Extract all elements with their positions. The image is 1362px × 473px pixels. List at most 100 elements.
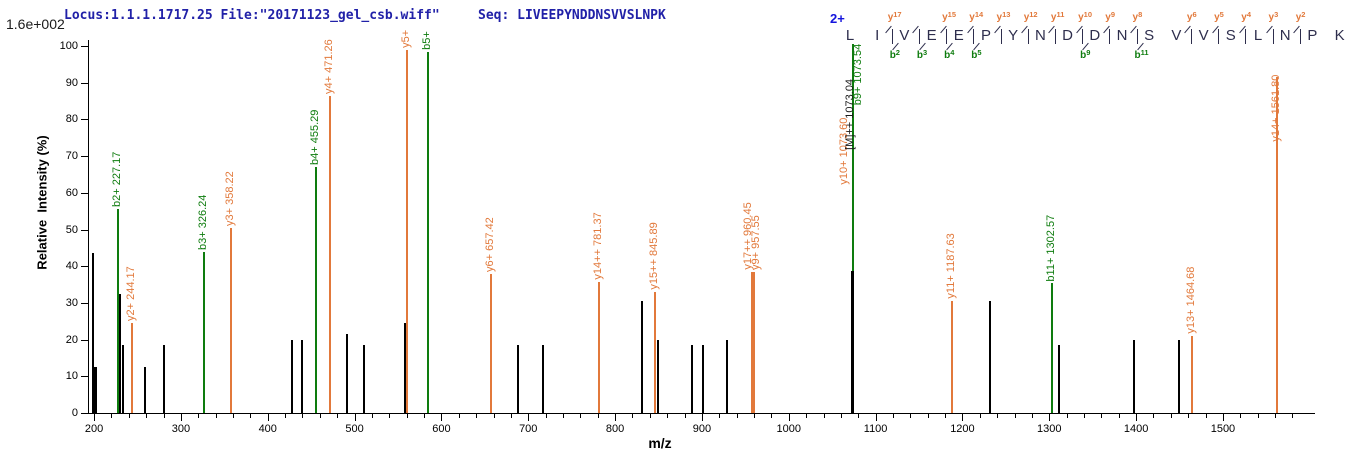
x-axis-tick xyxy=(736,414,738,418)
cleavage-mark xyxy=(1109,29,1111,44)
x-axis-tick xyxy=(771,414,773,418)
cleavage-mark xyxy=(1027,29,1029,44)
sequence-residue: P xyxy=(980,27,991,44)
b-ion-number: 2 xyxy=(895,48,900,57)
y-ion-number: 6 xyxy=(1192,10,1197,19)
y-ion-number: 2 xyxy=(1301,10,1306,19)
x-axis-tick xyxy=(1049,414,1051,421)
cleavage-mark xyxy=(1245,29,1247,44)
spectrum-peak xyxy=(1177,339,1180,413)
x-axis-tick xyxy=(371,414,373,418)
y-ion-number: 9 xyxy=(1110,10,1116,19)
y-axis-tick xyxy=(81,192,88,194)
sequence-residue: K xyxy=(1334,27,1345,44)
x-axis-tick xyxy=(1136,414,1138,421)
b-ion-label: b2 xyxy=(890,48,900,61)
x-axis-tick xyxy=(754,414,756,418)
peak-label: y2+ 244.17 xyxy=(125,266,138,322)
y-ion-number: 12 xyxy=(1029,10,1038,19)
x-axis-tick-label: 800 xyxy=(605,423,625,435)
spectrum-peak xyxy=(542,345,545,413)
spectrum-peak xyxy=(121,345,124,413)
peak-label: y6+ 657.42 xyxy=(484,216,497,272)
x-axis-tick xyxy=(180,414,182,421)
y-ion-number: 15 xyxy=(947,10,956,19)
x-axis-tick-label: 900 xyxy=(692,423,712,435)
y-ion-label: y17 xyxy=(888,10,902,23)
sequence-residue: V xyxy=(899,27,910,44)
x-axis-tick-label: 1100 xyxy=(863,423,888,435)
spectrum-peak xyxy=(1132,339,1135,413)
y-axis-tick-label: 10 xyxy=(65,370,78,383)
cleavage-mark xyxy=(891,29,893,44)
x-axis-tick xyxy=(1101,414,1103,418)
peak-label: b3+ 326.24 xyxy=(196,194,209,250)
x-axis-tick xyxy=(719,414,721,418)
y-axis-tick-label: 30 xyxy=(65,296,78,309)
x-axis-tick-label: 300 xyxy=(171,423,191,435)
x-axis-tick xyxy=(354,414,356,421)
x-axis-tick xyxy=(875,414,877,421)
x-axis-tick xyxy=(1257,414,1259,418)
fragment-ion-peak xyxy=(202,251,205,413)
peak-label: b4+ 455.29 xyxy=(308,109,321,166)
x-axis-tick xyxy=(406,414,408,418)
x-axis-tick xyxy=(146,414,148,418)
cleavage-mark xyxy=(918,29,920,44)
y-ion-letter: y xyxy=(1078,12,1084,23)
y-axis-tick xyxy=(81,266,88,268)
sequence-residue: E xyxy=(953,27,964,44)
spectrum-peak xyxy=(291,339,294,413)
x-axis-tick-label: 600 xyxy=(432,423,451,435)
x-axis-tick xyxy=(337,414,339,418)
y-ion-label: y6 xyxy=(1187,10,1197,23)
x-axis-tick xyxy=(319,414,321,418)
y-axis-tick-label: 60 xyxy=(65,186,78,199)
x-axis-tick xyxy=(962,414,964,421)
x-axis-tick xyxy=(684,414,686,418)
fragment-ion-peak xyxy=(426,51,429,413)
peak-label: b2+ 227.17 xyxy=(110,151,123,208)
sequence-residue: Y xyxy=(1008,27,1019,44)
b-ion-letter: b xyxy=(1080,50,1087,61)
x-axis-line xyxy=(88,413,1315,414)
spectrum-peak xyxy=(301,339,304,413)
y-axis-tick xyxy=(81,119,88,121)
fragment-ion-peak xyxy=(405,49,408,413)
y-ion-number: 8 xyxy=(1138,10,1143,19)
x-axis-tick xyxy=(1014,414,1016,418)
cleavage-mark xyxy=(1218,29,1220,44)
y-ion-label: y13 xyxy=(997,10,1011,23)
b-ion-letter: b xyxy=(889,50,896,61)
sequence-residue: N xyxy=(1279,27,1291,44)
spectrum-peak xyxy=(94,367,98,413)
sequence-residue: D xyxy=(1089,27,1101,44)
x-axis-tick-label: 1300 xyxy=(1037,423,1062,435)
y-axis-tick xyxy=(81,413,88,414)
y-ion-letter: y xyxy=(1050,12,1057,23)
x-axis-tick xyxy=(302,414,304,418)
fragment-ion-peak xyxy=(116,209,119,413)
b-ion-label: b11 xyxy=(1135,48,1149,61)
spectrum-peak xyxy=(92,253,95,413)
x-axis-tick xyxy=(927,414,929,418)
b-ion-label: b5 xyxy=(971,48,981,61)
y-ion-label: y8 xyxy=(1133,10,1143,23)
peak-label: y4+ 471.26 xyxy=(322,38,335,94)
x-axis-tick xyxy=(1118,414,1120,418)
y-ion-number: 10 xyxy=(1083,10,1092,19)
y-ion-number: 13 xyxy=(1002,10,1011,19)
x-axis-tick xyxy=(267,414,269,421)
b-ion-label: b3 xyxy=(917,48,927,61)
x-axis-tick xyxy=(215,414,217,418)
y-axis-tick xyxy=(81,229,88,231)
b-ion-letter: b xyxy=(1134,50,1141,61)
x-axis-tick xyxy=(510,414,512,418)
x-axis-tick xyxy=(701,414,703,421)
y-axis-tick-label: 0 xyxy=(71,407,78,419)
y-axis-tick-label: 80 xyxy=(65,113,78,126)
x-axis-tick xyxy=(892,414,894,418)
sequence-residue: L xyxy=(1253,27,1263,44)
sequence-residue: L xyxy=(845,27,855,44)
x-axis-tick xyxy=(823,414,825,418)
